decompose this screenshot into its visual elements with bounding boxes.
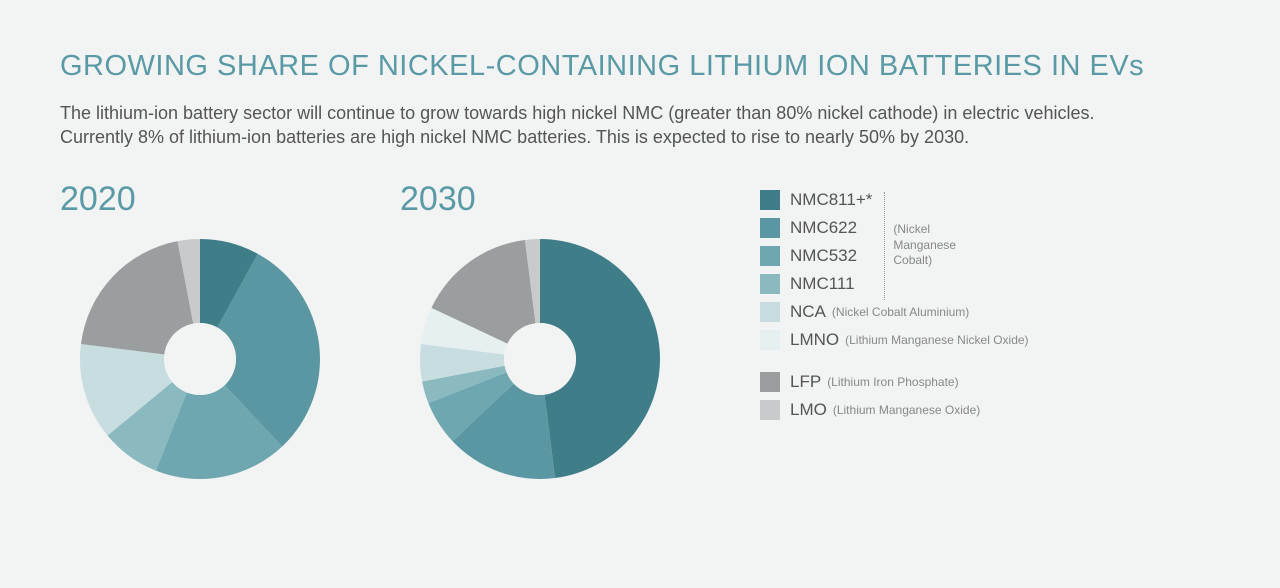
donut-2030 — [400, 209, 680, 489]
chart-2030-block: 2030 — [400, 180, 680, 489]
legend-swatch — [760, 246, 780, 266]
legend-item-nmc532: NMC532 — [760, 246, 872, 266]
donut-2020 — [60, 209, 340, 489]
content-row: 2020 2030 NMC811+* NMC622 NMC532 NMC111 (Nic… — [60, 180, 1220, 489]
legend-sublabel: (Lithium Manganese Oxide) — [833, 403, 980, 417]
page-subtitle: The lithium-ion battery sector will cont… — [60, 101, 1160, 150]
legend-swatch — [760, 190, 780, 210]
legend: NMC811+* NMC622 NMC532 NMC111 (Nickel Mangan… — [760, 180, 1029, 428]
legend-swatch — [760, 400, 780, 420]
legend-nmc-bracket: (Nickel Manganese Cobalt) — [878, 192, 956, 300]
legend-item-lfp: LFP (Lithium Iron Phosphate) — [760, 372, 1029, 392]
legend-label: NMC532 — [790, 246, 857, 266]
legend-swatch — [760, 302, 780, 322]
legend-swatch — [760, 274, 780, 294]
chart-2020-block: 2020 — [60, 180, 340, 489]
legend-label: NMC622 — [790, 218, 857, 238]
legend-swatch — [760, 372, 780, 392]
legend-label: LMNO — [790, 330, 839, 350]
legend-item-lmno: LMNO (Lithium Manganese Nickel Oxide) — [760, 330, 1029, 350]
legend-nmc-note: (Nickel Manganese Cobalt) — [893, 222, 956, 269]
donut-hole — [504, 323, 576, 395]
legend-label: NMC811+* — [790, 190, 872, 210]
legend-swatch — [760, 218, 780, 238]
page-title: GROWING SHARE OF NICKEL-CONTAINING LITHI… — [60, 50, 1220, 83]
legend-item-nmc811-: NMC811+* — [760, 190, 872, 210]
legend-sublabel: (Nickel Cobalt Aluminium) — [832, 305, 969, 319]
legend-sublabel: (Lithium Manganese Nickel Oxide) — [845, 333, 1028, 347]
legend-item-nmc622: NMC622 — [760, 218, 872, 238]
legend-label: NMC111 — [790, 274, 855, 294]
legend-label: LMO — [790, 400, 827, 420]
legend-swatch — [760, 330, 780, 350]
legend-item-lmo: LMO (Lithium Manganese Oxide) — [760, 400, 1029, 420]
legend-label: NCA — [790, 302, 826, 322]
legend-sublabel: (Lithium Iron Phosphate) — [827, 375, 958, 389]
legend-label: LFP — [790, 372, 821, 392]
legend-item-nca: NCA (Nickel Cobalt Aluminium) — [760, 302, 1029, 322]
donut-hole — [164, 323, 236, 395]
legend-item-nmc111: NMC111 — [760, 274, 872, 294]
